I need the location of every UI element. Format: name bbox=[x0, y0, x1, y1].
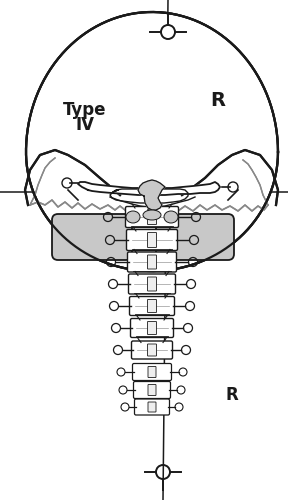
Ellipse shape bbox=[143, 210, 161, 220]
FancyBboxPatch shape bbox=[126, 230, 177, 250]
Polygon shape bbox=[138, 180, 165, 210]
FancyBboxPatch shape bbox=[148, 384, 156, 396]
Polygon shape bbox=[26, 12, 278, 271]
FancyBboxPatch shape bbox=[134, 382, 170, 398]
FancyBboxPatch shape bbox=[52, 214, 132, 260]
FancyBboxPatch shape bbox=[132, 364, 171, 380]
FancyBboxPatch shape bbox=[132, 341, 173, 359]
FancyBboxPatch shape bbox=[156, 214, 234, 260]
Ellipse shape bbox=[126, 211, 140, 223]
FancyBboxPatch shape bbox=[147, 255, 156, 269]
Text: R: R bbox=[211, 90, 226, 110]
FancyBboxPatch shape bbox=[147, 277, 156, 291]
Text: Type: Type bbox=[63, 101, 107, 119]
Polygon shape bbox=[78, 182, 220, 195]
Ellipse shape bbox=[164, 211, 178, 223]
FancyBboxPatch shape bbox=[147, 210, 156, 224]
FancyBboxPatch shape bbox=[147, 232, 156, 248]
FancyBboxPatch shape bbox=[130, 296, 175, 316]
FancyBboxPatch shape bbox=[147, 300, 156, 312]
FancyBboxPatch shape bbox=[147, 344, 156, 356]
FancyBboxPatch shape bbox=[128, 274, 175, 294]
FancyBboxPatch shape bbox=[148, 402, 156, 412]
FancyBboxPatch shape bbox=[147, 322, 156, 334]
FancyBboxPatch shape bbox=[148, 366, 156, 378]
Text: IV: IV bbox=[75, 116, 94, 134]
Polygon shape bbox=[138, 204, 168, 226]
FancyBboxPatch shape bbox=[134, 399, 170, 415]
Text: R: R bbox=[226, 386, 238, 404]
FancyBboxPatch shape bbox=[130, 318, 173, 338]
FancyBboxPatch shape bbox=[126, 206, 179, 228]
FancyBboxPatch shape bbox=[128, 252, 177, 272]
